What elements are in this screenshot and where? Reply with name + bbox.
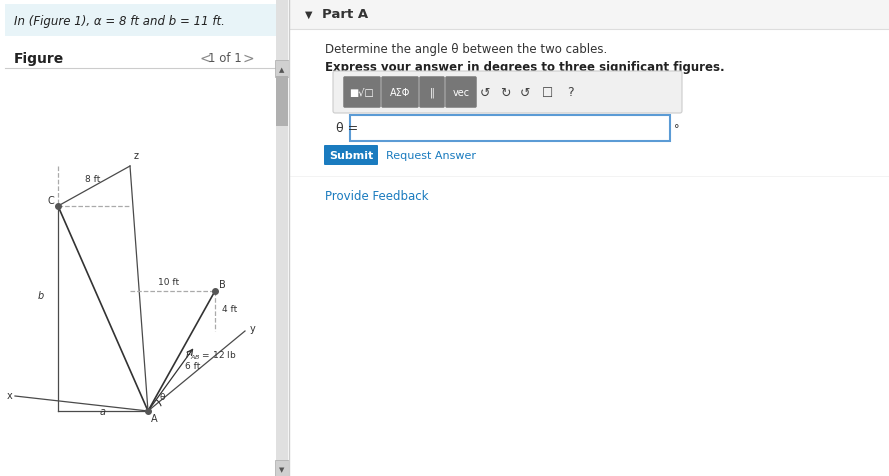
Text: θ: θ — [160, 392, 165, 401]
Text: Determine the angle θ between the two cables.: Determine the angle θ between the two ca… — [325, 42, 607, 55]
Text: ?: ? — [566, 86, 573, 99]
Text: ↺: ↺ — [520, 86, 530, 99]
FancyBboxPatch shape — [290, 0, 889, 30]
FancyBboxPatch shape — [5, 5, 283, 37]
Text: b: b — [38, 290, 44, 300]
FancyBboxPatch shape — [0, 0, 289, 476]
Text: ■√□: ■√□ — [349, 88, 374, 98]
Text: ▲: ▲ — [279, 67, 284, 73]
FancyBboxPatch shape — [275, 61, 289, 78]
FancyBboxPatch shape — [381, 77, 419, 108]
FancyBboxPatch shape — [276, 0, 288, 476]
Text: B: B — [219, 279, 226, 289]
Text: x: x — [7, 390, 12, 400]
Text: Part A: Part A — [322, 9, 368, 21]
Text: $F_{AB}$ = 12 lb: $F_{AB}$ = 12 lb — [185, 349, 236, 362]
Text: Submit: Submit — [329, 151, 373, 161]
Text: >: > — [242, 52, 254, 66]
Text: y: y — [250, 323, 256, 333]
Text: ▼: ▼ — [305, 10, 313, 20]
Text: a: a — [100, 406, 106, 416]
Text: In (Figure 1), α = 8 ft and b = 11 ft.: In (Figure 1), α = 8 ft and b = 11 ft. — [14, 14, 225, 28]
Text: Express your answer in degrees to three significant figures.: Express your answer in degrees to three … — [325, 60, 725, 73]
FancyBboxPatch shape — [350, 116, 670, 142]
Text: Provide Feedback: Provide Feedback — [325, 190, 428, 203]
FancyBboxPatch shape — [324, 146, 378, 166]
FancyBboxPatch shape — [445, 77, 477, 108]
Text: <: < — [199, 52, 211, 66]
FancyBboxPatch shape — [343, 77, 380, 108]
Text: 4 ft: 4 ft — [222, 304, 237, 313]
Text: Request Answer: Request Answer — [386, 151, 476, 161]
Text: °: ° — [674, 124, 679, 134]
Text: ‖: ‖ — [429, 88, 435, 98]
Text: 8 ft: 8 ft — [85, 175, 100, 184]
Text: ↻: ↻ — [500, 86, 510, 99]
Text: ☐: ☐ — [542, 86, 554, 99]
Text: θ =: θ = — [336, 122, 358, 135]
Text: C: C — [48, 196, 55, 206]
Text: 10 ft: 10 ft — [158, 278, 179, 287]
FancyBboxPatch shape — [276, 77, 288, 127]
Text: ▼: ▼ — [279, 466, 284, 472]
Text: A: A — [151, 413, 157, 423]
Text: ↺: ↺ — [480, 86, 490, 99]
Text: ΑΣΦ: ΑΣΦ — [389, 88, 410, 98]
FancyBboxPatch shape — [420, 77, 444, 108]
FancyBboxPatch shape — [275, 460, 289, 476]
Text: 1 of 1: 1 of 1 — [208, 52, 242, 65]
Text: 6 ft: 6 ft — [185, 361, 200, 370]
Text: z: z — [134, 151, 139, 161]
Text: vec: vec — [453, 88, 469, 98]
FancyBboxPatch shape — [333, 72, 682, 114]
Text: Figure: Figure — [14, 52, 64, 66]
